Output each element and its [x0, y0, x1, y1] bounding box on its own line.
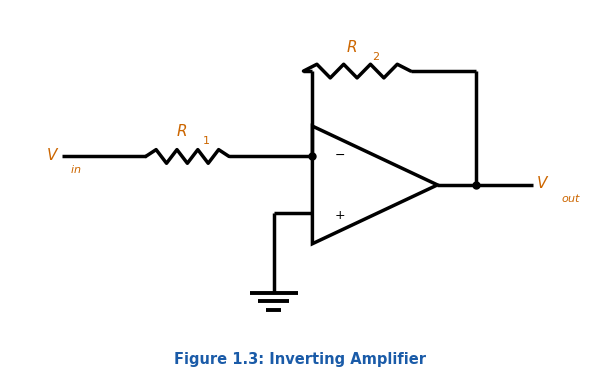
- Text: $\mathit{R}$: $\mathit{R}$: [346, 39, 357, 55]
- Text: Figure 1.3: Inverting Amplifier: Figure 1.3: Inverting Amplifier: [174, 352, 427, 367]
- Text: $\mathit{out}$: $\mathit{out}$: [561, 192, 582, 204]
- Text: $\mathit{1}$: $\mathit{1}$: [203, 134, 210, 146]
- Text: $+$: $+$: [334, 209, 345, 222]
- Text: $-$: $-$: [334, 148, 345, 161]
- Text: $\mathit{V}$: $\mathit{V}$: [535, 175, 549, 191]
- Text: $\mathit{in}$: $\mathit{in}$: [70, 163, 81, 175]
- Text: $\mathit{2}$: $\mathit{2}$: [372, 50, 380, 62]
- Text: $\mathit{R}$: $\mathit{R}$: [176, 123, 188, 139]
- Text: $\mathit{V}$: $\mathit{V}$: [46, 147, 59, 162]
